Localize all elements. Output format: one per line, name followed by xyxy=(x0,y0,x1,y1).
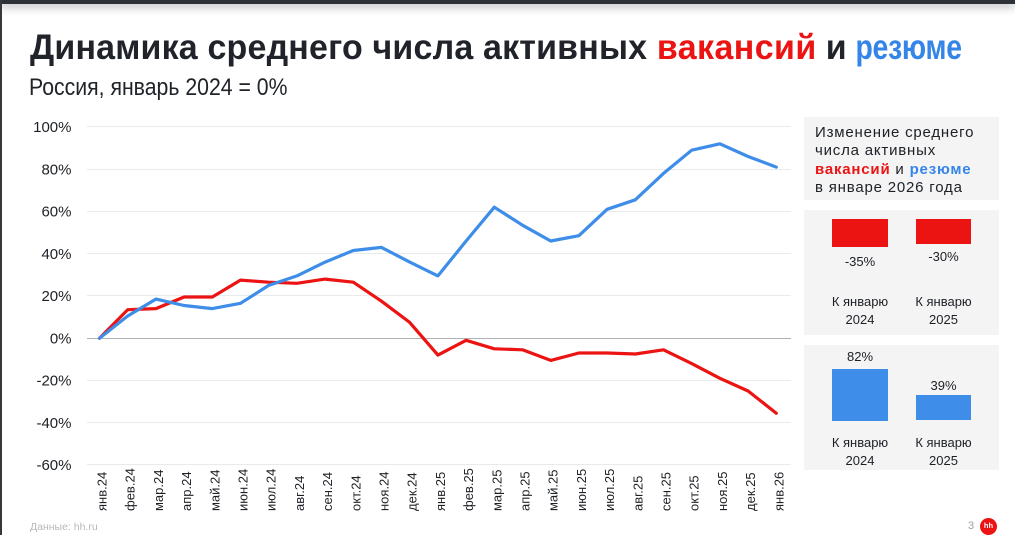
svg-text:мар.24: мар.24 xyxy=(151,470,166,511)
svg-text:май.25: май.25 xyxy=(546,469,561,511)
svg-text:июл.24: июл.24 xyxy=(264,469,279,511)
svg-text:окт.24: окт.24 xyxy=(348,475,363,511)
svg-text:янв.25: янв.25 xyxy=(433,472,448,511)
svg-text:-60%: -60% xyxy=(36,457,71,474)
svg-text:80%: 80% xyxy=(41,161,71,178)
svg-text:авг.25: авг.25 xyxy=(630,476,645,511)
svg-text:-40%: -40% xyxy=(36,415,71,432)
svg-text:янв.26: янв.26 xyxy=(771,472,786,511)
svg-text:60%: 60% xyxy=(41,204,71,221)
svg-text:мар.25: мар.25 xyxy=(489,470,504,511)
svg-text:40%: 40% xyxy=(41,246,71,263)
svg-text:фев.24: фев.24 xyxy=(123,468,138,511)
svg-text:апр.24: апр.24 xyxy=(179,471,194,511)
svg-text:0%: 0% xyxy=(50,330,72,347)
svg-text:сен.25: сен.25 xyxy=(659,472,674,511)
svg-text:ноя.24: ноя.24 xyxy=(377,471,392,511)
svg-text:дек.24: дек.24 xyxy=(405,472,420,511)
svg-text:май.24: май.24 xyxy=(207,469,222,511)
svg-text:янв.24: янв.24 xyxy=(95,472,110,511)
svg-text:июл.25: июл.25 xyxy=(602,469,617,511)
svg-text:20%: 20% xyxy=(41,288,71,305)
svg-text:сен.24: сен.24 xyxy=(320,472,335,511)
svg-text:авг.24: авг.24 xyxy=(292,476,307,511)
svg-text:апр.25: апр.25 xyxy=(518,471,533,511)
svg-text:-20%: -20% xyxy=(36,373,71,390)
svg-text:ноя.25: ноя.25 xyxy=(715,471,730,511)
svg-text:100%: 100% xyxy=(33,119,71,136)
svg-text:дек.25: дек.25 xyxy=(743,472,758,511)
svg-text:июн.24: июн.24 xyxy=(236,469,251,511)
svg-text:окт.25: окт.25 xyxy=(687,475,702,511)
svg-text:фев.25: фев.25 xyxy=(461,468,476,511)
svg-text:июн.25: июн.25 xyxy=(574,469,589,511)
